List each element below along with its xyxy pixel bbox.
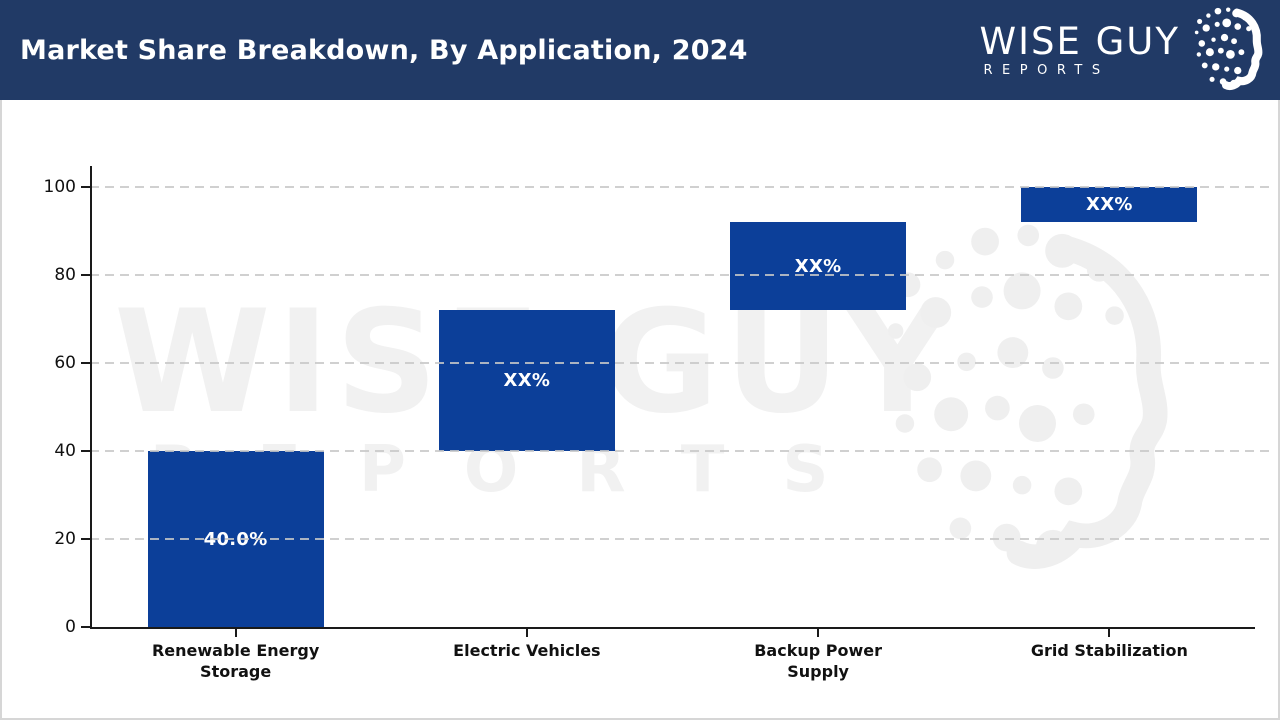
x-tick-electric-vehicles	[525, 629, 528, 637]
x-tick-renewable-energy-storage	[234, 629, 237, 637]
y-tick-40	[81, 450, 90, 452]
y-tick-label-60: 60	[54, 353, 76, 373]
page-title: Market Share Breakdown, By Application, …	[20, 34, 748, 66]
category-label-electric-vehicles: Electric Vehicles	[407, 640, 647, 661]
y-tick-label-100: 100	[43, 177, 76, 197]
gridline-60	[90, 362, 1274, 364]
y-tick-60	[81, 362, 90, 364]
bar-value-label: XX%	[794, 255, 842, 277]
category-label-line: Supply	[787, 662, 849, 682]
gridline-40	[90, 450, 1274, 452]
chart-area: WISE GUY REPORTS	[0, 100, 1280, 720]
logo-subtitle: REPORTS	[983, 62, 1110, 78]
logo-text: WISE GUY REPORTS	[980, 23, 1180, 78]
y-tick-20	[81, 538, 90, 540]
bar-electric-vehicles: XX%	[438, 310, 615, 451]
y-tick-label-0: 0	[65, 617, 76, 637]
gridline-80	[90, 274, 1274, 276]
x-tick-grid-stabilization	[1108, 629, 1111, 637]
plot-region: WISE GUY REPORTS	[2, 100, 1278, 716]
category-label-backup-power-supply: Backup Power Supply	[698, 640, 938, 682]
category-label-renewable-energy-storage: Renewable Energy Storage	[116, 640, 356, 682]
y-tick-label-40: 40	[54, 441, 76, 461]
y-tick-0	[81, 626, 90, 628]
x-axis-spine	[90, 627, 1255, 629]
watermark-head-graphic	[887, 224, 1168, 569]
category-label-line: Backup Power	[754, 641, 883, 660]
bar-backup-power-supply: XX%	[730, 222, 907, 311]
y-tick-label-20: 20	[54, 529, 76, 549]
category-label-line: Electric Vehicles	[453, 641, 601, 660]
bar-value-label: XX%	[503, 370, 551, 392]
wise-guy-reports-logo: WISE GUY REPORTS	[980, 6, 1280, 94]
gridline-20	[90, 538, 1274, 540]
gridline-100	[90, 186, 1274, 188]
category-label-line: Grid Stabilization	[1030, 641, 1188, 660]
y-tick-100	[81, 186, 90, 188]
header-bar: Market Share Breakdown, By Application, …	[0, 0, 1280, 100]
category-label-line: Storage	[200, 662, 272, 682]
logo-wordmark: WISE GUY	[979, 19, 1180, 63]
y-axis-spine	[90, 166, 92, 629]
logo-head-icon	[1194, 7, 1263, 91]
bar-grid-stabilization: XX%	[1021, 187, 1198, 223]
y-tick-label-80: 80	[54, 265, 76, 285]
category-label-line: Renewable Energy	[151, 641, 320, 660]
y-tick-80	[81, 274, 90, 276]
x-tick-backup-power-supply	[817, 629, 820, 637]
bar-value-label: XX%	[1086, 194, 1133, 216]
category-label-grid-stabilization: Grid Stabilization	[989, 640, 1229, 661]
